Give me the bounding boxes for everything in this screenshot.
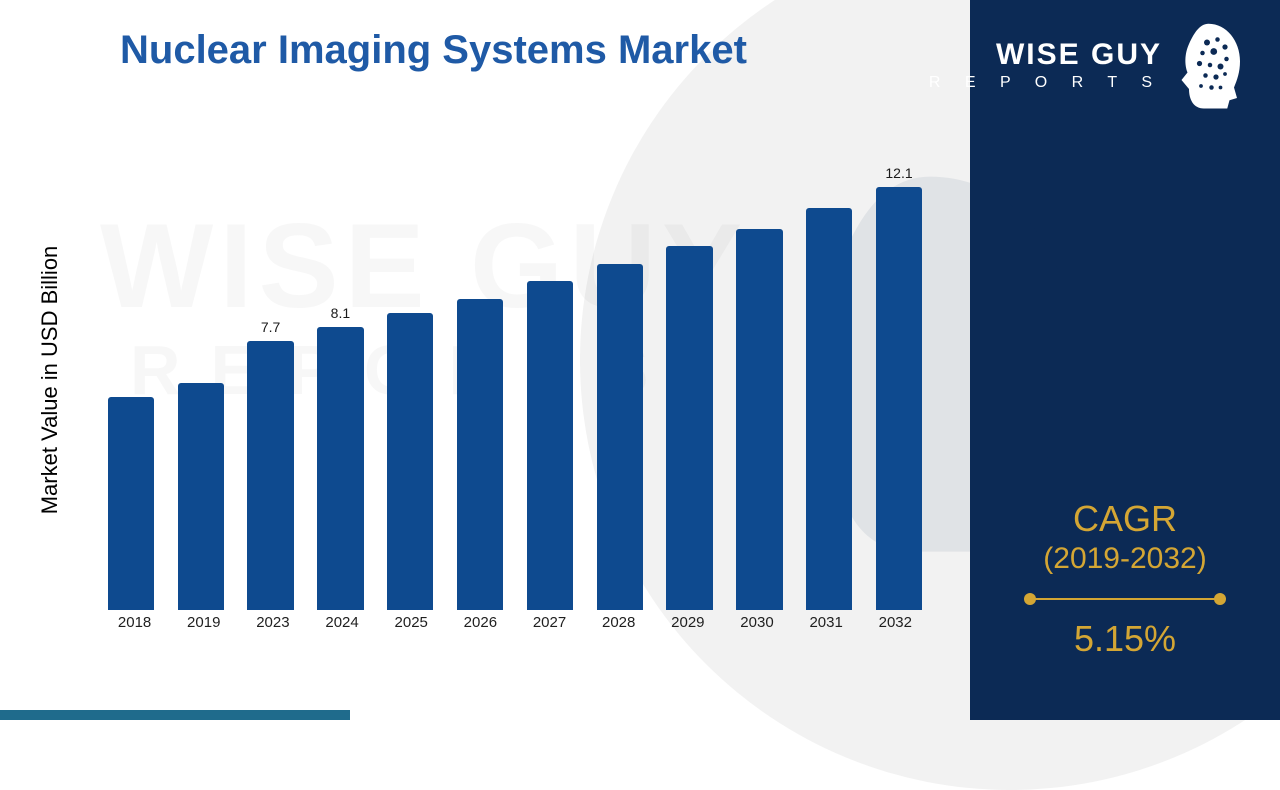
bar-group bbox=[730, 207, 788, 611]
x-tick-label: 2027 bbox=[521, 614, 579, 640]
x-tick-label: 2032 bbox=[866, 614, 924, 640]
bar-group bbox=[800, 186, 858, 611]
cagr-panel: CAGR (2019-2032) 5.15% bbox=[1010, 498, 1240, 660]
bar-group bbox=[451, 277, 509, 611]
logo-head-icon bbox=[1170, 20, 1250, 110]
x-tick-label: 2030 bbox=[728, 614, 786, 640]
bar-value-label: 8.1 bbox=[331, 305, 350, 323]
x-tick-label: 2029 bbox=[659, 614, 717, 640]
x-tick-label: 2031 bbox=[797, 614, 855, 640]
chart-title: Nuclear Imaging Systems Market bbox=[120, 28, 747, 73]
bar bbox=[178, 383, 224, 611]
bar-chart: Market Value in USD Billion 7.78.112.1 2… bbox=[60, 120, 930, 640]
cagr-value: 5.15% bbox=[1010, 618, 1240, 660]
logo-line2: R E P O R T S bbox=[929, 74, 1162, 92]
x-tick-label: 2025 bbox=[382, 614, 440, 640]
bar bbox=[597, 264, 643, 611]
bar bbox=[876, 187, 922, 611]
bar bbox=[317, 327, 363, 611]
bar bbox=[387, 313, 433, 611]
cagr-years: (2019-2032) bbox=[1010, 542, 1240, 576]
bar bbox=[108, 397, 154, 611]
bar bbox=[527, 281, 573, 610]
bar-group bbox=[381, 291, 439, 611]
bar-group bbox=[102, 375, 160, 611]
x-tick-label: 2019 bbox=[175, 614, 233, 640]
bar-group bbox=[661, 224, 719, 610]
bar bbox=[806, 208, 852, 611]
bottom-accent-bar bbox=[0, 710, 350, 720]
bar-value-label: 7.7 bbox=[261, 319, 280, 337]
x-tick-label: 2024 bbox=[313, 614, 371, 640]
y-axis-label: Market Value in USD Billion bbox=[37, 246, 63, 515]
x-tick-label: 2026 bbox=[451, 614, 509, 640]
bar-group bbox=[521, 259, 579, 610]
x-tick-label: 2018 bbox=[106, 614, 164, 640]
brand-logo: WISE GUY R E P O R T S bbox=[929, 20, 1250, 110]
x-tick-label: 2028 bbox=[590, 614, 648, 640]
cagr-label: CAGR bbox=[1010, 498, 1240, 540]
bar-group: 7.7 bbox=[242, 319, 300, 611]
bar-value-label: 12.1 bbox=[885, 165, 912, 183]
x-tick-label: 2023 bbox=[244, 614, 302, 640]
bar-group bbox=[591, 242, 649, 611]
cagr-divider bbox=[1030, 598, 1220, 600]
bar bbox=[247, 341, 293, 611]
logo-line1: WISE GUY bbox=[929, 38, 1162, 72]
bar bbox=[736, 229, 782, 611]
bar-group: 8.1 bbox=[311, 305, 369, 611]
bar bbox=[666, 246, 712, 610]
bar bbox=[457, 299, 503, 611]
bar-group: 12.1 bbox=[870, 165, 928, 611]
bar-group bbox=[172, 361, 230, 611]
